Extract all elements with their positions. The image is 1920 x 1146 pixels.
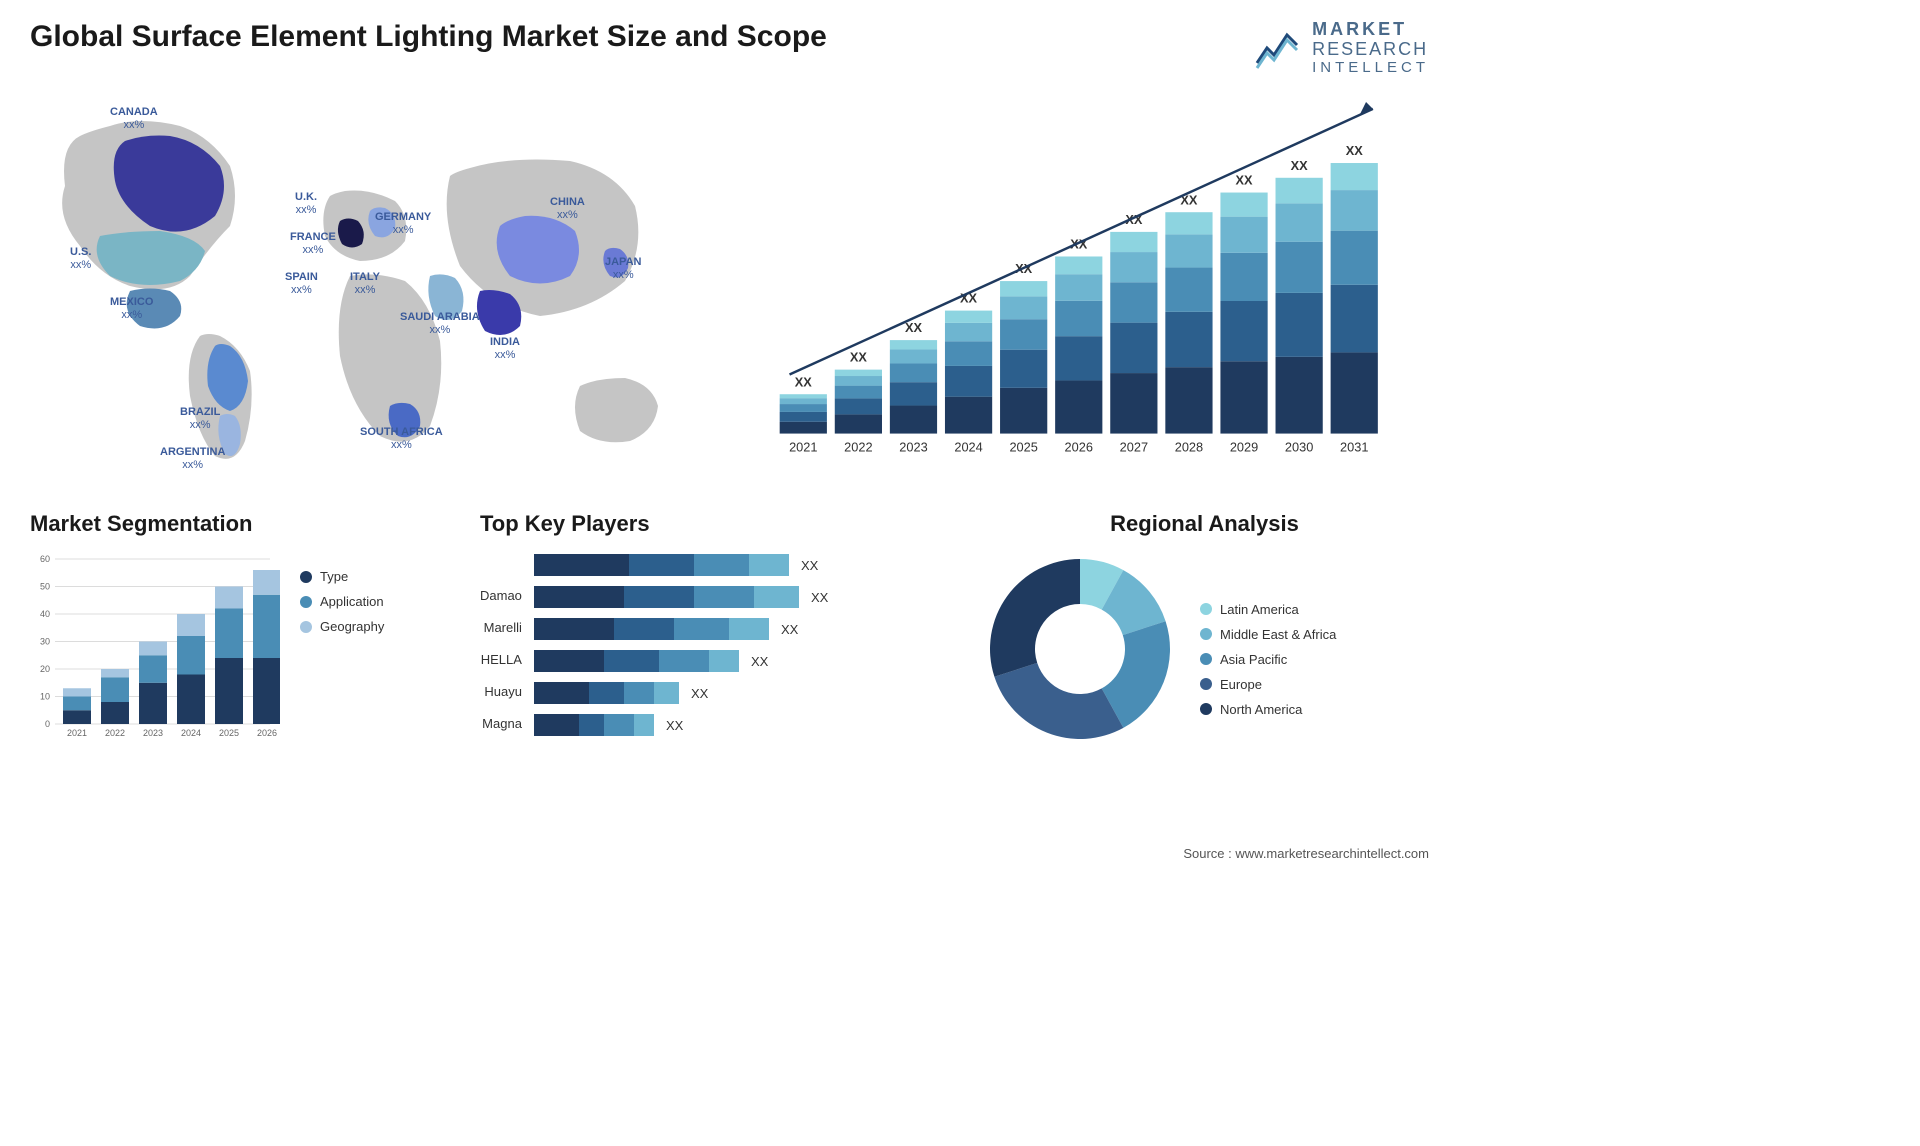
- logo-text-2: RESEARCH: [1312, 40, 1429, 60]
- country-label: ARGENTINAxx%: [160, 446, 225, 472]
- svg-text:2024: 2024: [181, 728, 201, 738]
- player-name: Huayu: [480, 684, 522, 699]
- svg-text:XX: XX: [1236, 173, 1254, 188]
- legend-item: Middle East & Africa: [1200, 627, 1336, 642]
- key-players-title: Top Key Players: [480, 511, 950, 537]
- svg-text:20: 20: [40, 664, 50, 674]
- legend-item: Application: [300, 594, 384, 609]
- country-label: ITALYxx%: [350, 271, 380, 297]
- country-label: JAPANxx%: [605, 256, 641, 282]
- svg-text:2023: 2023: [899, 439, 927, 454]
- legend-item: Asia Pacific: [1200, 652, 1336, 667]
- svg-text:0: 0: [45, 719, 50, 729]
- player-name: Marelli: [480, 620, 522, 635]
- svg-text:2028: 2028: [1175, 439, 1203, 454]
- legend-item: North America: [1200, 702, 1336, 717]
- regional-section: Regional Analysis Latin America Middle Ea…: [980, 511, 1429, 769]
- growth-chart-svg: XX2021XX2022XX2023XX2024XX2025XX2026XX20…: [760, 96, 1429, 476]
- page-title: Global Surface Element Lighting Market S…: [30, 20, 827, 54]
- segmentation-legend: Type Application Geography: [300, 549, 384, 749]
- logo: MARKET RESEARCH INTELLECT: [1252, 20, 1429, 76]
- country-label: MEXICOxx%: [110, 296, 153, 322]
- svg-text:XX: XX: [666, 718, 684, 733]
- svg-text:2027: 2027: [1120, 439, 1148, 454]
- growth-chart: XX2021XX2022XX2023XX2024XX2025XX2026XX20…: [760, 96, 1429, 481]
- world-map-area: CANADAxx% U.S.xx% MEXICOxx% BRAZILxx% ARGENT…: [30, 96, 730, 476]
- regional-title: Regional Analysis: [980, 511, 1429, 537]
- key-players-section: Top Key Players Damao Marelli HELLA Huayu Ma…: [480, 511, 950, 769]
- regional-donut-svg: [980, 549, 1180, 749]
- country-label: INDIAxx%: [490, 336, 520, 362]
- svg-text:2025: 2025: [1009, 439, 1037, 454]
- svg-text:XX: XX: [905, 320, 923, 335]
- svg-text:2024: 2024: [954, 439, 982, 454]
- player-names: Damao Marelli HELLA Huayu Magna: [480, 549, 522, 739]
- country-label: U.K.xx%: [295, 191, 317, 217]
- svg-text:XX: XX: [751, 654, 769, 669]
- country-label: BRAZILxx%: [180, 406, 220, 432]
- svg-text:2021: 2021: [67, 728, 87, 738]
- segmentation-chart-svg: 0 10 20 30 40 50 60 2021 2022 2023 2024 2025 2026: [30, 549, 280, 749]
- source-text: Source : www.marketresearchintellect.com: [1183, 846, 1429, 861]
- svg-text:2029: 2029: [1230, 439, 1258, 454]
- segmentation-section: Market Segmentation 0 10 20 30 40 50 60 2021 202…: [30, 511, 450, 769]
- country-label: SPAINxx%: [285, 271, 318, 297]
- svg-text:XX: XX: [691, 686, 709, 701]
- svg-text:50: 50: [40, 582, 50, 592]
- player-name: Damao: [480, 588, 522, 603]
- svg-text:30: 30: [40, 637, 50, 647]
- legend-item: Geography: [300, 619, 384, 634]
- svg-text:10: 10: [40, 692, 50, 702]
- svg-text:XX: XX: [801, 558, 819, 573]
- svg-text:2021: 2021: [789, 439, 817, 454]
- legend-item: Europe: [1200, 677, 1336, 692]
- svg-text:XX: XX: [850, 350, 868, 365]
- country-label: FRANCExx%: [290, 231, 336, 257]
- player-name: HELLA: [480, 652, 522, 667]
- svg-text:XX: XX: [1346, 143, 1364, 158]
- svg-text:2023: 2023: [143, 728, 163, 738]
- segmentation-title: Market Segmentation: [30, 511, 450, 537]
- svg-text:2026: 2026: [257, 728, 277, 738]
- svg-text:2031: 2031: [1340, 439, 1368, 454]
- world-map-svg: [30, 96, 730, 476]
- svg-text:XX: XX: [795, 374, 813, 389]
- country-label: GERMANYxx%: [375, 211, 431, 237]
- country-label: U.S.xx%: [70, 246, 91, 272]
- key-players-chart-svg: XX XX XX XX XX XX: [534, 549, 834, 769]
- logo-text-1: MARKET: [1312, 20, 1429, 40]
- country-label: SOUTH AFRICAxx%: [360, 426, 443, 452]
- player-name: Magna: [480, 716, 522, 731]
- regional-legend: Latin America Middle East & Africa Asia Pa…: [1200, 582, 1336, 717]
- legend-item: Latin America: [1200, 602, 1336, 617]
- svg-text:2022: 2022: [844, 439, 872, 454]
- svg-text:XX: XX: [1291, 158, 1309, 173]
- svg-text:2022: 2022: [105, 728, 125, 738]
- svg-text:40: 40: [40, 609, 50, 619]
- svg-text:60: 60: [40, 554, 50, 564]
- country-label: SAUDI ARABIAxx%: [400, 311, 480, 337]
- svg-text:2030: 2030: [1285, 439, 1313, 454]
- country-label: CANADAxx%: [110, 106, 158, 132]
- svg-text:2025: 2025: [219, 728, 239, 738]
- country-label: CHINAxx%: [550, 196, 585, 222]
- logo-text-3: INTELLECT: [1312, 60, 1429, 77]
- svg-text:XX: XX: [781, 622, 799, 637]
- svg-text:XX: XX: [811, 590, 829, 605]
- logo-icon: [1252, 23, 1302, 73]
- legend-item: Type: [300, 569, 384, 584]
- svg-text:2026: 2026: [1065, 439, 1093, 454]
